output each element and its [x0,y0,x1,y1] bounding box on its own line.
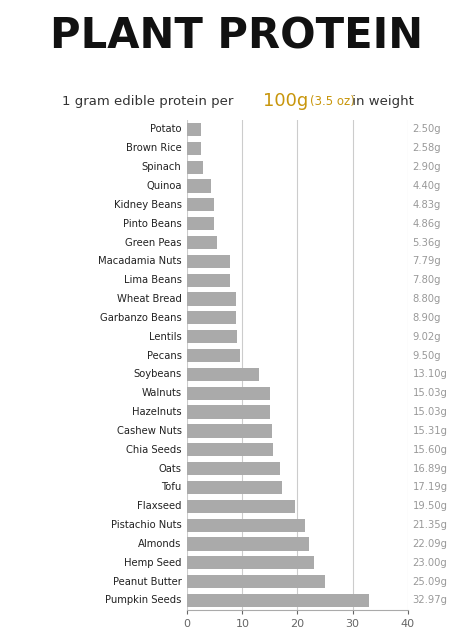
Text: 7.80g: 7.80g [412,275,441,285]
Text: 5.36g: 5.36g [412,238,441,248]
Bar [187,368,259,381]
Text: 4.83g: 4.83g [412,200,441,210]
Text: 13.10g: 13.10g [412,369,447,379]
Text: 4.40g: 4.40g [412,181,441,191]
Bar [187,179,211,193]
Text: Quinoa: Quinoa [146,181,182,191]
Text: (3.5 oz): (3.5 oz) [310,95,356,107]
Text: 32.97g: 32.97g [412,595,447,605]
Text: 17.19g: 17.19g [412,482,448,492]
Bar [187,556,314,569]
Bar [187,236,217,249]
Text: Hazelnuts: Hazelnuts [132,407,182,417]
Text: 2.58g: 2.58g [412,143,441,154]
Text: 9.50g: 9.50g [412,351,441,361]
Text: Peanut Butter: Peanut Butter [113,576,182,586]
Text: PLANT PROTEIN: PLANT PROTEIN [50,16,424,58]
Text: Wheat Bread: Wheat Bread [117,294,182,304]
Text: 22.09g: 22.09g [412,539,447,549]
Text: Pinto Beans: Pinto Beans [123,219,182,229]
Text: 7.79g: 7.79g [412,257,441,266]
Bar [187,217,214,230]
Bar [187,443,273,456]
Text: Green Peas: Green Peas [125,238,182,248]
Text: 4.86g: 4.86g [412,219,441,229]
Text: Pistachio Nuts: Pistachio Nuts [111,520,182,530]
Text: Walnuts: Walnuts [141,388,182,398]
Bar [187,274,230,287]
Text: Cashew Nuts: Cashew Nuts [117,426,182,436]
Text: 15.03g: 15.03g [412,407,447,417]
Text: 16.89g: 16.89g [412,464,447,473]
Bar [187,518,305,532]
Text: Tofu: Tofu [161,482,182,492]
Text: 19.50g: 19.50g [412,501,447,511]
Text: Soybeans: Soybeans [133,369,182,379]
Text: Oats: Oats [159,464,182,473]
Bar [187,481,282,494]
Text: Almonds: Almonds [138,539,182,549]
Bar [187,123,201,136]
Text: Pecans: Pecans [146,351,182,361]
Bar [187,537,309,550]
Text: 9.02g: 9.02g [412,332,441,342]
Text: Hemp Seed: Hemp Seed [124,558,182,568]
Text: 100g: 100g [263,92,308,110]
Text: 15.03g: 15.03g [412,388,447,398]
Text: 8.80g: 8.80g [412,294,441,304]
Text: Kidney Beans: Kidney Beans [114,200,182,210]
Text: 8.90g: 8.90g [412,313,441,323]
Text: in weight: in weight [348,95,414,107]
Bar [187,330,237,343]
Text: 2.50g: 2.50g [412,125,441,135]
Bar [187,293,236,306]
Bar [187,406,270,418]
Bar [187,198,214,212]
Bar [187,575,326,588]
Text: Brown Rice: Brown Rice [126,143,182,154]
Text: Spinach: Spinach [142,162,182,172]
Bar [187,424,272,437]
Text: Macadamia Nuts: Macadamia Nuts [98,257,182,266]
Text: 1 gram edible protein per: 1 gram edible protein per [62,95,237,107]
Bar [187,500,295,513]
Text: Potato: Potato [150,125,182,135]
Text: Lentils: Lentils [149,332,182,342]
Text: 25.09g: 25.09g [412,576,447,586]
Text: 21.35g: 21.35g [412,520,447,530]
Text: 2.90g: 2.90g [412,162,441,172]
Text: Lima Beans: Lima Beans [124,275,182,285]
Bar [187,387,270,400]
Bar [187,349,239,362]
Text: Pumpkin Seeds: Pumpkin Seeds [105,595,182,605]
Bar [187,161,203,174]
Text: 15.31g: 15.31g [412,426,447,436]
Bar [187,255,230,268]
Text: Garbanzo Beans: Garbanzo Beans [100,313,182,323]
Bar [187,594,369,607]
Text: 23.00g: 23.00g [412,558,447,568]
Bar [187,462,280,475]
Bar [187,312,236,324]
Text: Chia Seeds: Chia Seeds [126,445,182,455]
Bar [187,142,201,155]
Text: Flaxseed: Flaxseed [137,501,182,511]
Text: 15.60g: 15.60g [412,445,447,455]
